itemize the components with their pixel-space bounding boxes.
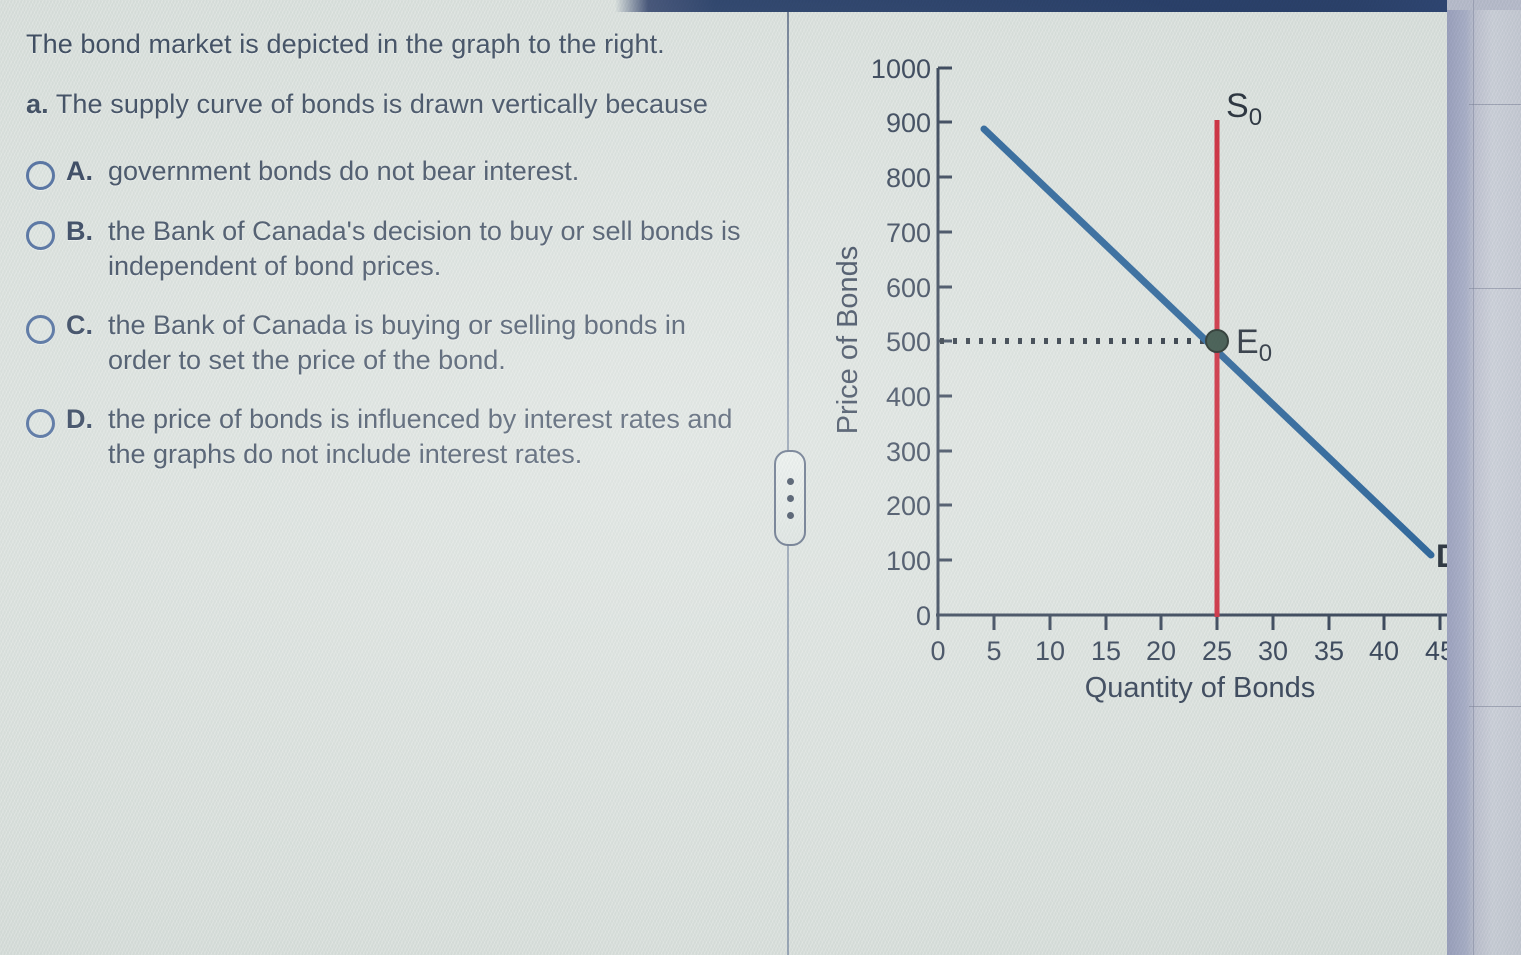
pane-divider[interactable] <box>774 8 806 955</box>
x-axis-title: Quantity of Bonds <box>1085 672 1316 704</box>
chart-axes <box>936 68 1460 618</box>
bond-market-chart: 1000 900 800 700 600 500 400 300 200 100… <box>800 0 1500 720</box>
x-tick-label: 15 <box>1091 636 1121 666</box>
radio-button-c[interactable] <box>26 315 55 344</box>
y-axis-tick-labels: 1000 900 800 700 600 500 400 300 200 100… <box>871 54 931 631</box>
x-tick-label: 35 <box>1314 636 1344 666</box>
y-tick-label: 600 <box>886 273 931 303</box>
radio-button-b[interactable] <box>26 221 55 250</box>
choice-a[interactable]: A. government bonds do not bear interest… <box>26 154 746 190</box>
question-part-a: a. The supply curve of bonds is drawn ve… <box>26 88 746 121</box>
y-tick-label: 800 <box>886 163 931 193</box>
choice-b-text: the Bank of Canada's decision to buy or … <box>108 216 741 281</box>
x-tick-label: 5 <box>986 636 1001 666</box>
x-tick-label: 40 <box>1369 636 1399 666</box>
choice-a-text: government bonds do not bear interest. <box>108 156 580 186</box>
choice-c[interactable]: C. the Bank of Canada is buying or selli… <box>26 308 746 378</box>
y-tick-label: 900 <box>886 108 931 138</box>
choice-a-label: A. <box>66 156 93 186</box>
question-stem: The bond market is depicted in the graph… <box>26 29 665 59</box>
handle-dot-icon <box>786 494 794 502</box>
window-titlebar <box>615 0 1447 12</box>
y-axis-ticks <box>938 66 952 617</box>
x-tick-label: 10 <box>1035 636 1065 666</box>
equilibrium-point-marker <box>1205 329 1229 353</box>
handle-dot-icon <box>786 511 794 519</box>
x-tick-label: 0 <box>930 636 945 666</box>
y-tick-label: 700 <box>886 218 931 248</box>
choice-c-label: C. <box>66 310 93 340</box>
handle-dot-icon <box>786 477 794 485</box>
y-tick-label: 400 <box>886 382 931 412</box>
part-text: The supply curve of bonds is drawn verti… <box>55 89 708 119</box>
offscreen-line <box>1469 288 1521 289</box>
offscreen-vertical-line <box>1473 0 1474 955</box>
offscreen-cap <box>1447 0 1521 10</box>
choice-b[interactable]: B. the Bank of Canada's decision to buy … <box>26 214 746 284</box>
offscreen-line <box>1469 104 1521 105</box>
radio-button-d[interactable] <box>26 409 55 438</box>
y-axis-title: Price of Bonds <box>832 246 864 435</box>
x-axis-ticks <box>936 615 1442 630</box>
part-label: a. <box>26 89 49 119</box>
choice-d-label: D. <box>66 404 93 434</box>
x-tick-label: 30 <box>1258 636 1288 666</box>
y-tick-label: 100 <box>886 546 931 576</box>
choice-d-text: the price of bonds is influenced by inte… <box>108 404 733 469</box>
divider-drag-handle[interactable] <box>774 450 806 546</box>
y-tick-label: 200 <box>886 491 931 521</box>
choice-b-label: B. <box>66 216 93 246</box>
x-tick-label: 25 <box>1202 636 1232 666</box>
question-pane: The bond market is depicted in the graph… <box>0 14 760 954</box>
y-tick-label: 300 <box>886 437 931 467</box>
y-tick-label: 1000 <box>871 54 931 84</box>
chart-svg: 1000 900 800 700 600 500 400 300 200 100… <box>832 54 1460 704</box>
equilibrium-label: E0 <box>1236 323 1272 367</box>
choice-c-text: the Bank of Canada is buying or selling … <box>108 310 686 375</box>
offscreen-line <box>1469 706 1521 707</box>
x-tick-label: 20 <box>1146 636 1176 666</box>
answer-choices: A. government bonds do not bear interest… <box>26 154 746 496</box>
y-tick-label: 0 <box>916 601 931 631</box>
choice-d[interactable]: D. the price of bonds is influenced by i… <box>26 402 746 472</box>
offscreen-desk-area <box>1447 0 1521 955</box>
y-tick-label: 500 <box>886 327 931 357</box>
x-axis-tick-labels: 0 5 10 15 20 25 30 35 40 45 <box>930 636 1455 666</box>
supply-curve-label: S0 <box>1226 87 1262 131</box>
radio-button-a[interactable] <box>26 161 55 190</box>
